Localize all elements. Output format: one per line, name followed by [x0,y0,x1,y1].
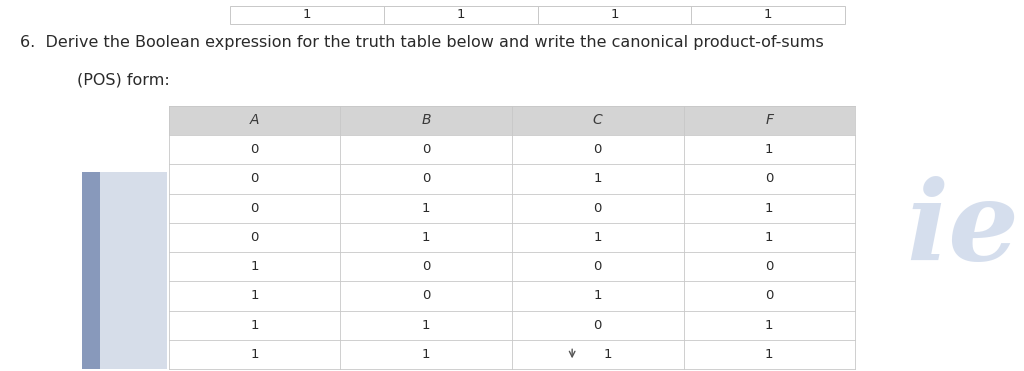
Text: 0: 0 [765,289,773,302]
Text: 0: 0 [594,202,602,215]
Bar [169,194,855,223]
Bar [169,281,855,311]
Text: 0: 0 [251,202,259,215]
Text: 1: 1 [457,8,465,22]
Text: 0: 0 [422,260,430,273]
Text: 1: 1 [251,260,259,273]
Text: 1: 1 [610,8,618,22]
Bar [169,164,855,194]
Text: 1: 1 [251,319,259,332]
Text: 0: 0 [765,260,773,273]
Text: 0: 0 [422,173,430,186]
Text: 1: 1 [765,319,773,332]
Text: 1: 1 [765,143,773,156]
Text: 1: 1 [594,289,602,302]
Text: 1: 1 [764,8,772,22]
Text: 1: 1 [422,231,430,244]
Bar [169,311,855,340]
Bar [169,340,855,369]
Text: 0: 0 [765,173,773,186]
Text: C: C [593,114,603,127]
Text: 1: 1 [251,348,259,361]
Text: 1: 1 [422,348,430,361]
Text: F: F [765,114,773,127]
Text: 0: 0 [251,143,259,156]
Text: 1: 1 [422,319,430,332]
Bar [169,135,855,164]
Text: 0: 0 [251,231,259,244]
Text: 1: 1 [594,231,602,244]
Text: 1: 1 [251,289,259,302]
Bar [230,6,845,24]
Text: 0: 0 [422,143,430,156]
Text: 1: 1 [422,202,430,215]
Text: 1: 1 [303,8,311,22]
Text: B: B [422,114,431,127]
Text: 1: 1 [604,348,612,361]
Text: 1: 1 [594,173,602,186]
Text: 0: 0 [251,173,259,186]
Text: (POS) form:: (POS) form: [77,72,170,87]
Bar [169,223,855,252]
Text: 1: 1 [765,348,773,361]
Bar [169,252,855,281]
Bar [169,106,855,135]
Text: 0: 0 [422,289,430,302]
Bar [100,171,167,369]
Text: ie: ie [906,176,1019,284]
Text: 6.  Derive the Boolean expression for the truth table below and write the canoni: 6. Derive the Boolean expression for the… [20,35,824,50]
Text: 0: 0 [594,319,602,332]
Text: 1: 1 [765,231,773,244]
Text: 1: 1 [765,202,773,215]
Bar [82,171,100,369]
Text: A: A [250,114,259,127]
Text: 0: 0 [594,260,602,273]
Text: 0: 0 [594,143,602,156]
